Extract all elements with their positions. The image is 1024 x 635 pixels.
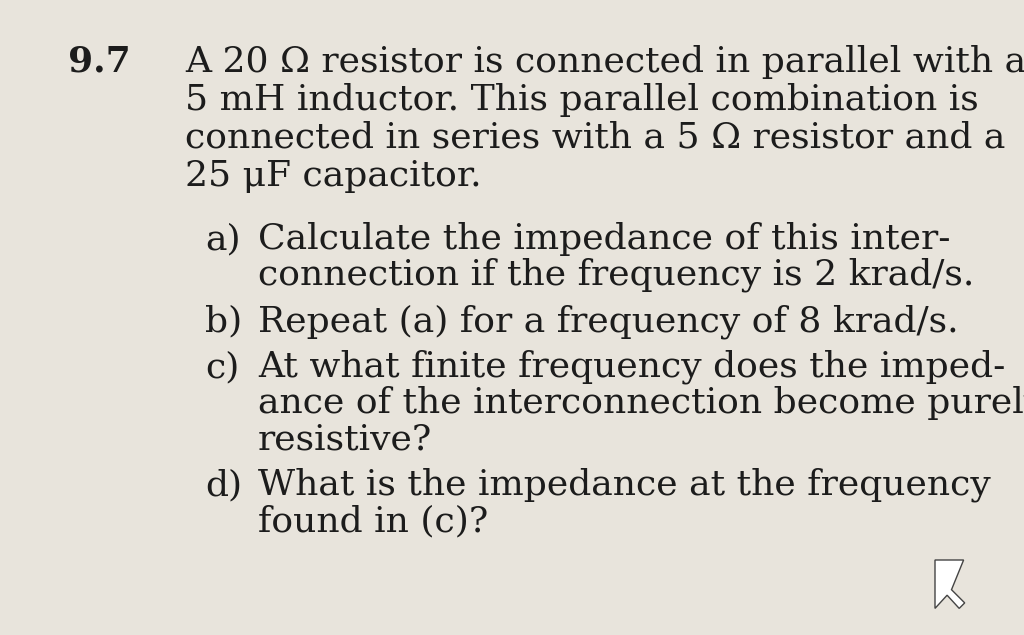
- Text: d): d): [205, 468, 242, 502]
- Text: 5 mH inductor. This parallel combination is: 5 mH inductor. This parallel combination…: [185, 83, 979, 117]
- Text: resistive?: resistive?: [258, 422, 432, 456]
- Text: A 20 Ω resistor is connected in parallel with a: A 20 Ω resistor is connected in parallel…: [185, 45, 1024, 79]
- Text: b): b): [205, 304, 243, 338]
- Text: found in (c)?: found in (c)?: [258, 504, 488, 538]
- Text: c): c): [205, 350, 240, 384]
- Text: a): a): [205, 222, 241, 256]
- Polygon shape: [935, 560, 965, 608]
- Text: Repeat (a) for a frequency of 8 krad/s.: Repeat (a) for a frequency of 8 krad/s.: [258, 304, 958, 338]
- Text: 25 μF capacitor.: 25 μF capacitor.: [185, 159, 481, 193]
- Text: 9.7: 9.7: [68, 45, 131, 79]
- Text: connected in series with a 5 Ω resistor and a: connected in series with a 5 Ω resistor …: [185, 121, 1006, 155]
- Text: At what finite frequency does the imped-: At what finite frequency does the imped-: [258, 350, 1006, 385]
- Text: connection if the frequency is 2 krad/s.: connection if the frequency is 2 krad/s.: [258, 258, 975, 293]
- Text: ance of the interconnection become purely: ance of the interconnection become purel…: [258, 386, 1024, 420]
- Text: Calculate the impedance of this inter-: Calculate the impedance of this inter-: [258, 222, 950, 256]
- Text: What is the impedance at the frequency: What is the impedance at the frequency: [258, 468, 991, 502]
